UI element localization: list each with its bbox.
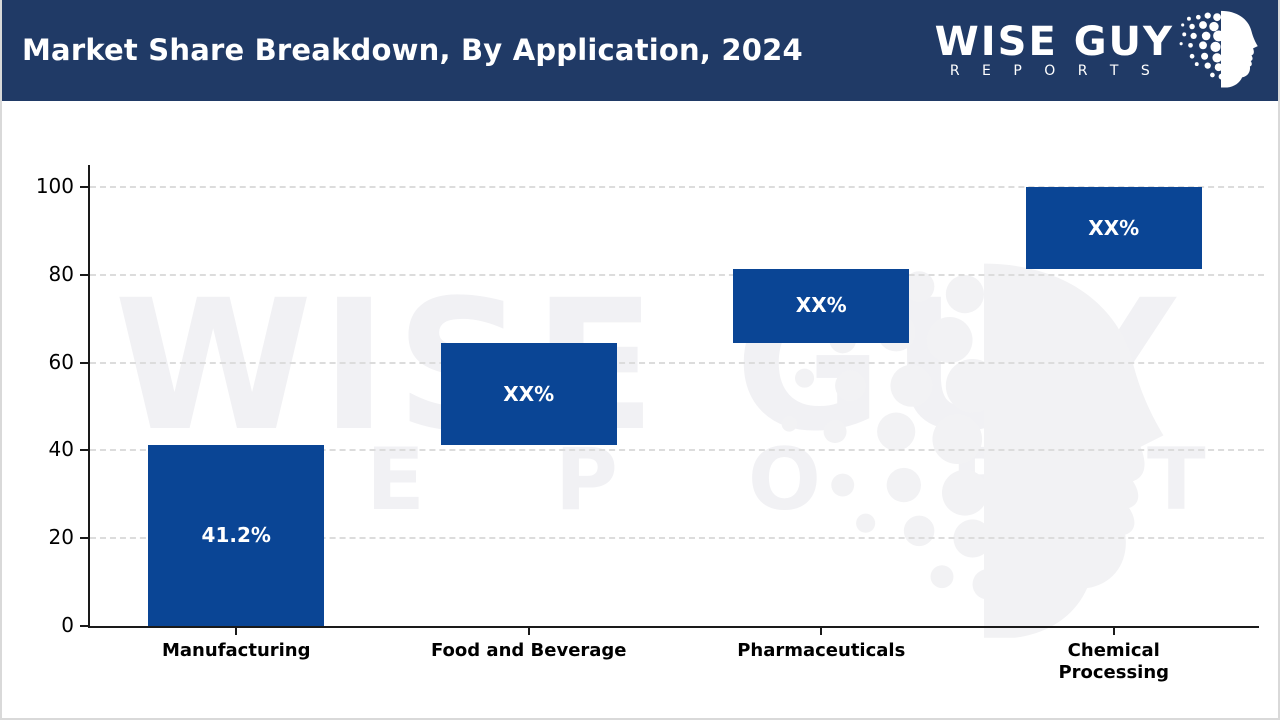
y-tick-label: 80: [48, 261, 74, 286]
x-category-label: Manufacturing: [162, 640, 311, 661]
y-tick-label: 60: [48, 349, 74, 374]
x-axis-line: [88, 626, 1259, 628]
x-tick-mark: [235, 628, 238, 635]
y-tick-label: 40: [48, 437, 74, 462]
header-bar: Market Share Breakdown, By Application, …: [2, 0, 1278, 101]
bar-chemical-processing: [1025, 187, 1202, 270]
y-gridline: [90, 361, 1264, 364]
wise-guy-reports-logo: WISE GUY R E P O R T S: [935, 8, 1264, 92]
bar-value-label: XX%: [795, 293, 847, 318]
y-tick-mark: [80, 273, 90, 276]
logo-reports-label: R E P O R T S: [949, 63, 1159, 79]
bar-food-and-beverage: [440, 342, 617, 446]
logo-wiseguy-label: WISE GUY: [934, 19, 1174, 65]
bar-value-label: XX%: [1088, 216, 1140, 240]
logo-head-icon: [1179, 10, 1258, 88]
x-category-label: Chemical: [1067, 640, 1160, 661]
y-tick-label: 0: [61, 613, 74, 637]
x-tick-mark: [1112, 628, 1115, 635]
y-axis-line: [88, 165, 90, 628]
y-gridline: [90, 273, 1264, 276]
y-tick-mark: [80, 625, 90, 627]
x-category-label: Processing: [1058, 662, 1170, 683]
y-tick-mark: [80, 537, 90, 540]
y-tick-mark: [80, 449, 90, 452]
y-tick-label: 20: [48, 525, 74, 550]
bar-manufacturing: [148, 445, 325, 626]
x-tick-mark: [820, 628, 823, 635]
y-tick-label: 100: [35, 174, 74, 198]
y-gridline: [90, 537, 1264, 540]
bar-value-label: 41.2%: [201, 523, 271, 548]
logo-text: WISE GUY R E P O R T S: [935, 20, 1174, 80]
x-tick-mark: [527, 628, 530, 635]
y-tick-mark: [80, 186, 90, 188]
y-gridline: [90, 449, 1264, 452]
bar-value-label: XX%: [503, 381, 555, 406]
chart-title: Market Share Breakdown, By Application, …: [22, 33, 803, 67]
x-category-label: Pharmaceuticals: [737, 640, 906, 661]
y-gridline: [90, 186, 1264, 188]
x-category-label: Food and Beverage: [430, 640, 627, 661]
y-tick-mark: [80, 361, 90, 364]
